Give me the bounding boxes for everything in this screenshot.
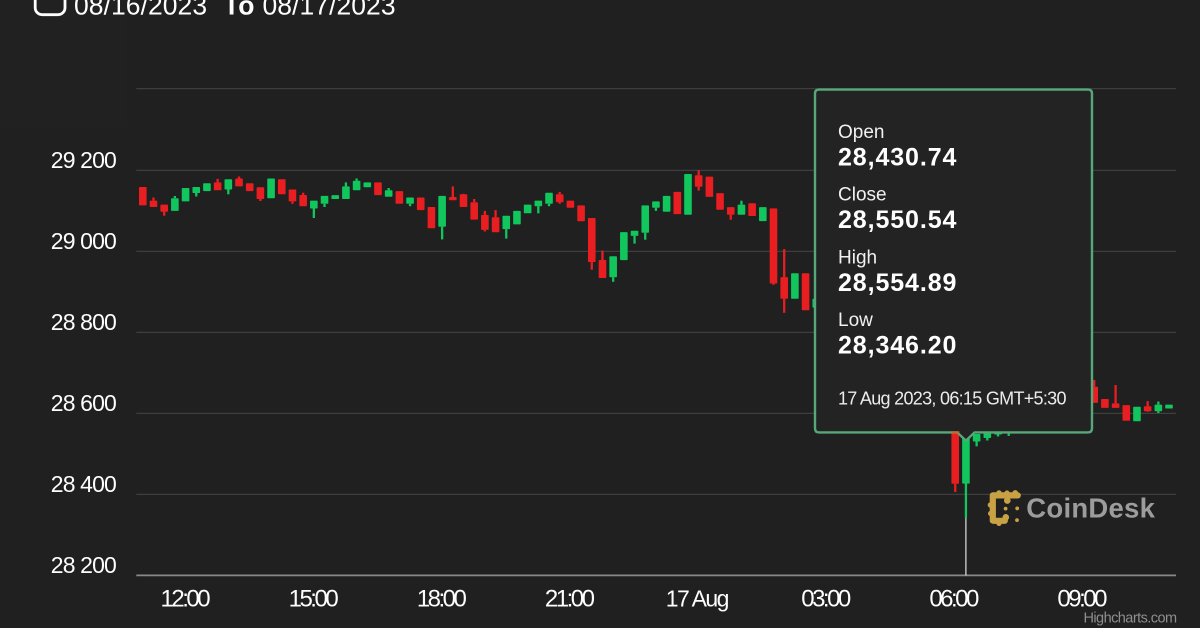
svg-text:28,430.74: 28,430.74 xyxy=(838,144,957,172)
svg-text:CoinDesk: CoinDesk xyxy=(1026,493,1155,524)
svg-text:08/16/2023: 08/16/2023 xyxy=(74,0,207,20)
svg-text:12:00: 12:00 xyxy=(161,585,211,612)
svg-text:03:00: 03:00 xyxy=(801,585,851,612)
svg-text:Highcharts.com: Highcharts.com xyxy=(1083,611,1176,627)
svg-text:To: To xyxy=(224,0,255,20)
svg-text:09:00: 09:00 xyxy=(1057,585,1107,612)
svg-text:28 200: 28 200 xyxy=(51,552,116,578)
svg-text:21:00: 21:00 xyxy=(545,585,595,612)
svg-text:29 200: 29 200 xyxy=(51,147,116,173)
svg-text:28 400: 28 400 xyxy=(51,471,116,497)
svg-text:28,550.54: 28,550.54 xyxy=(838,206,957,234)
svg-text:28 600: 28 600 xyxy=(51,390,116,416)
svg-text:Open: Open xyxy=(838,122,884,143)
svg-text:15:00: 15:00 xyxy=(289,585,339,612)
svg-text:06:00: 06:00 xyxy=(929,585,979,612)
svg-text:29 000: 29 000 xyxy=(51,228,116,254)
svg-text:08/17/2023: 08/17/2023 xyxy=(263,0,396,20)
svg-text:18:00: 18:00 xyxy=(417,585,467,612)
svg-text:17 Aug 2023, 06:15 GMT+5:30: 17 Aug 2023, 06:15 GMT+5:30 xyxy=(838,389,1066,409)
svg-text:Close: Close xyxy=(838,185,887,206)
svg-text:28,346.20: 28,346.20 xyxy=(838,332,957,360)
svg-text:28 800: 28 800 xyxy=(51,309,116,335)
svg-text:28,554.89: 28,554.89 xyxy=(838,269,957,297)
svg-text:High: High xyxy=(838,247,877,268)
svg-text:17 Aug: 17 Aug xyxy=(666,585,729,611)
svg-text:Low: Low xyxy=(838,310,873,331)
